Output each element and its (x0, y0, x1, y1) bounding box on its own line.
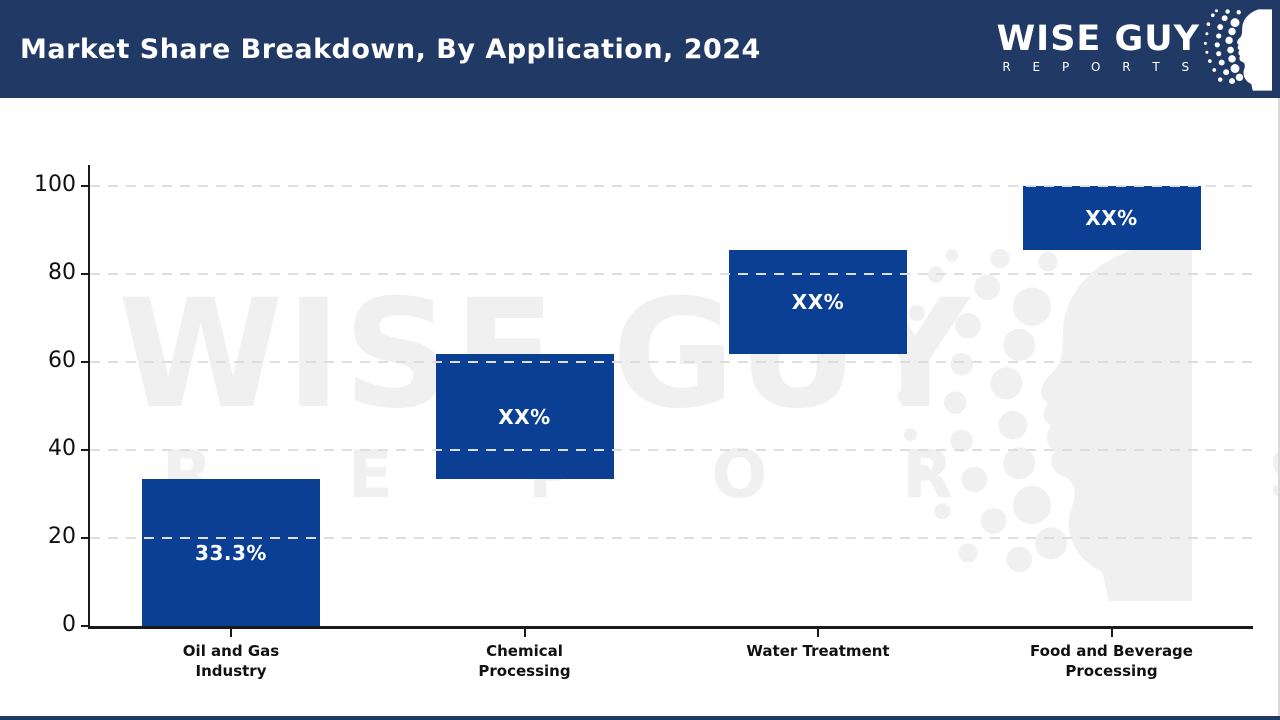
bar-1: 33.3% (142, 479, 320, 626)
bar-value-label-1: 33.3% (195, 540, 267, 565)
bar-value-label-3: XX% (791, 289, 845, 314)
x-tick-4 (1110, 629, 1113, 637)
bar-3: XX% (729, 249, 907, 355)
x-category-label-1: Oil and Gas Industry (111, 641, 351, 681)
x-category-label-2: Chemical Processing (405, 641, 645, 681)
bar-value-label-4: XX% (1085, 205, 1138, 230)
x-category-label-line: Processing (478, 662, 571, 680)
y-tick-40 (81, 449, 89, 451)
logo-wordmark: WISE GUY (996, 19, 1200, 59)
x-category-label-line: Chemical (486, 642, 563, 660)
y-tick-label-60: 60 (48, 348, 76, 373)
y-tick-60 (81, 361, 89, 363)
y-tick-20 (81, 537, 89, 539)
gridline-y-20 (90, 537, 1253, 539)
x-category-label-line: Oil and Gas (182, 642, 280, 660)
bar-2: XX% (435, 354, 614, 480)
y-tick-100 (81, 185, 89, 187)
x-category-label-line: Water Treatment (746, 642, 890, 660)
x-tick-2 (523, 629, 526, 637)
header-bar: Market Share Breakdown, By Application, … (0, 0, 1280, 98)
footer-bar (0, 716, 1280, 720)
dotted-head-icon (1198, 6, 1272, 94)
page-title: Market Share Breakdown, By Application, … (20, 33, 761, 65)
x-axis-line (88, 626, 1253, 629)
x-category-label-line: Food and Beverage (1030, 642, 1193, 660)
wise-guy-logo: WISE GUY R E P O R T S (997, 4, 1272, 96)
x-category-label-3: Water Treatment (698, 641, 938, 661)
bar-4: XX% (1022, 186, 1201, 250)
y-tick-label-40: 40 (48, 436, 76, 461)
y-tick-label-20: 20 (48, 524, 76, 549)
gridline-y-40 (90, 449, 1253, 451)
y-tick-label-0: 0 (62, 612, 76, 637)
gridline-y-100 (90, 185, 1253, 187)
bar-value-label-2: XX% (498, 404, 551, 429)
y-tick-label-80: 80 (48, 260, 76, 285)
gridline-y-60 (90, 361, 1253, 363)
x-tick-3 (817, 629, 819, 637)
x-category-label-line: Industry (195, 662, 267, 680)
x-category-label-4: Food and Beverage Processing (992, 641, 1232, 681)
x-category-label-line: Processing (1065, 662, 1158, 680)
y-tick-0 (81, 625, 89, 627)
gridline-y-80 (90, 273, 1253, 275)
window-right-border (1278, 98, 1280, 716)
logo-subtitle: R E P O R T S (1002, 60, 1199, 74)
x-tick-1 (230, 629, 232, 637)
y-tick-label-100: 100 (34, 172, 76, 197)
y-axis-spine (88, 165, 90, 628)
y-tick-80 (81, 273, 89, 275)
logo-text: WISE GUY R E P O R T S (997, 20, 1200, 76)
watermark-dotted-head-icon (872, 220, 1192, 630)
